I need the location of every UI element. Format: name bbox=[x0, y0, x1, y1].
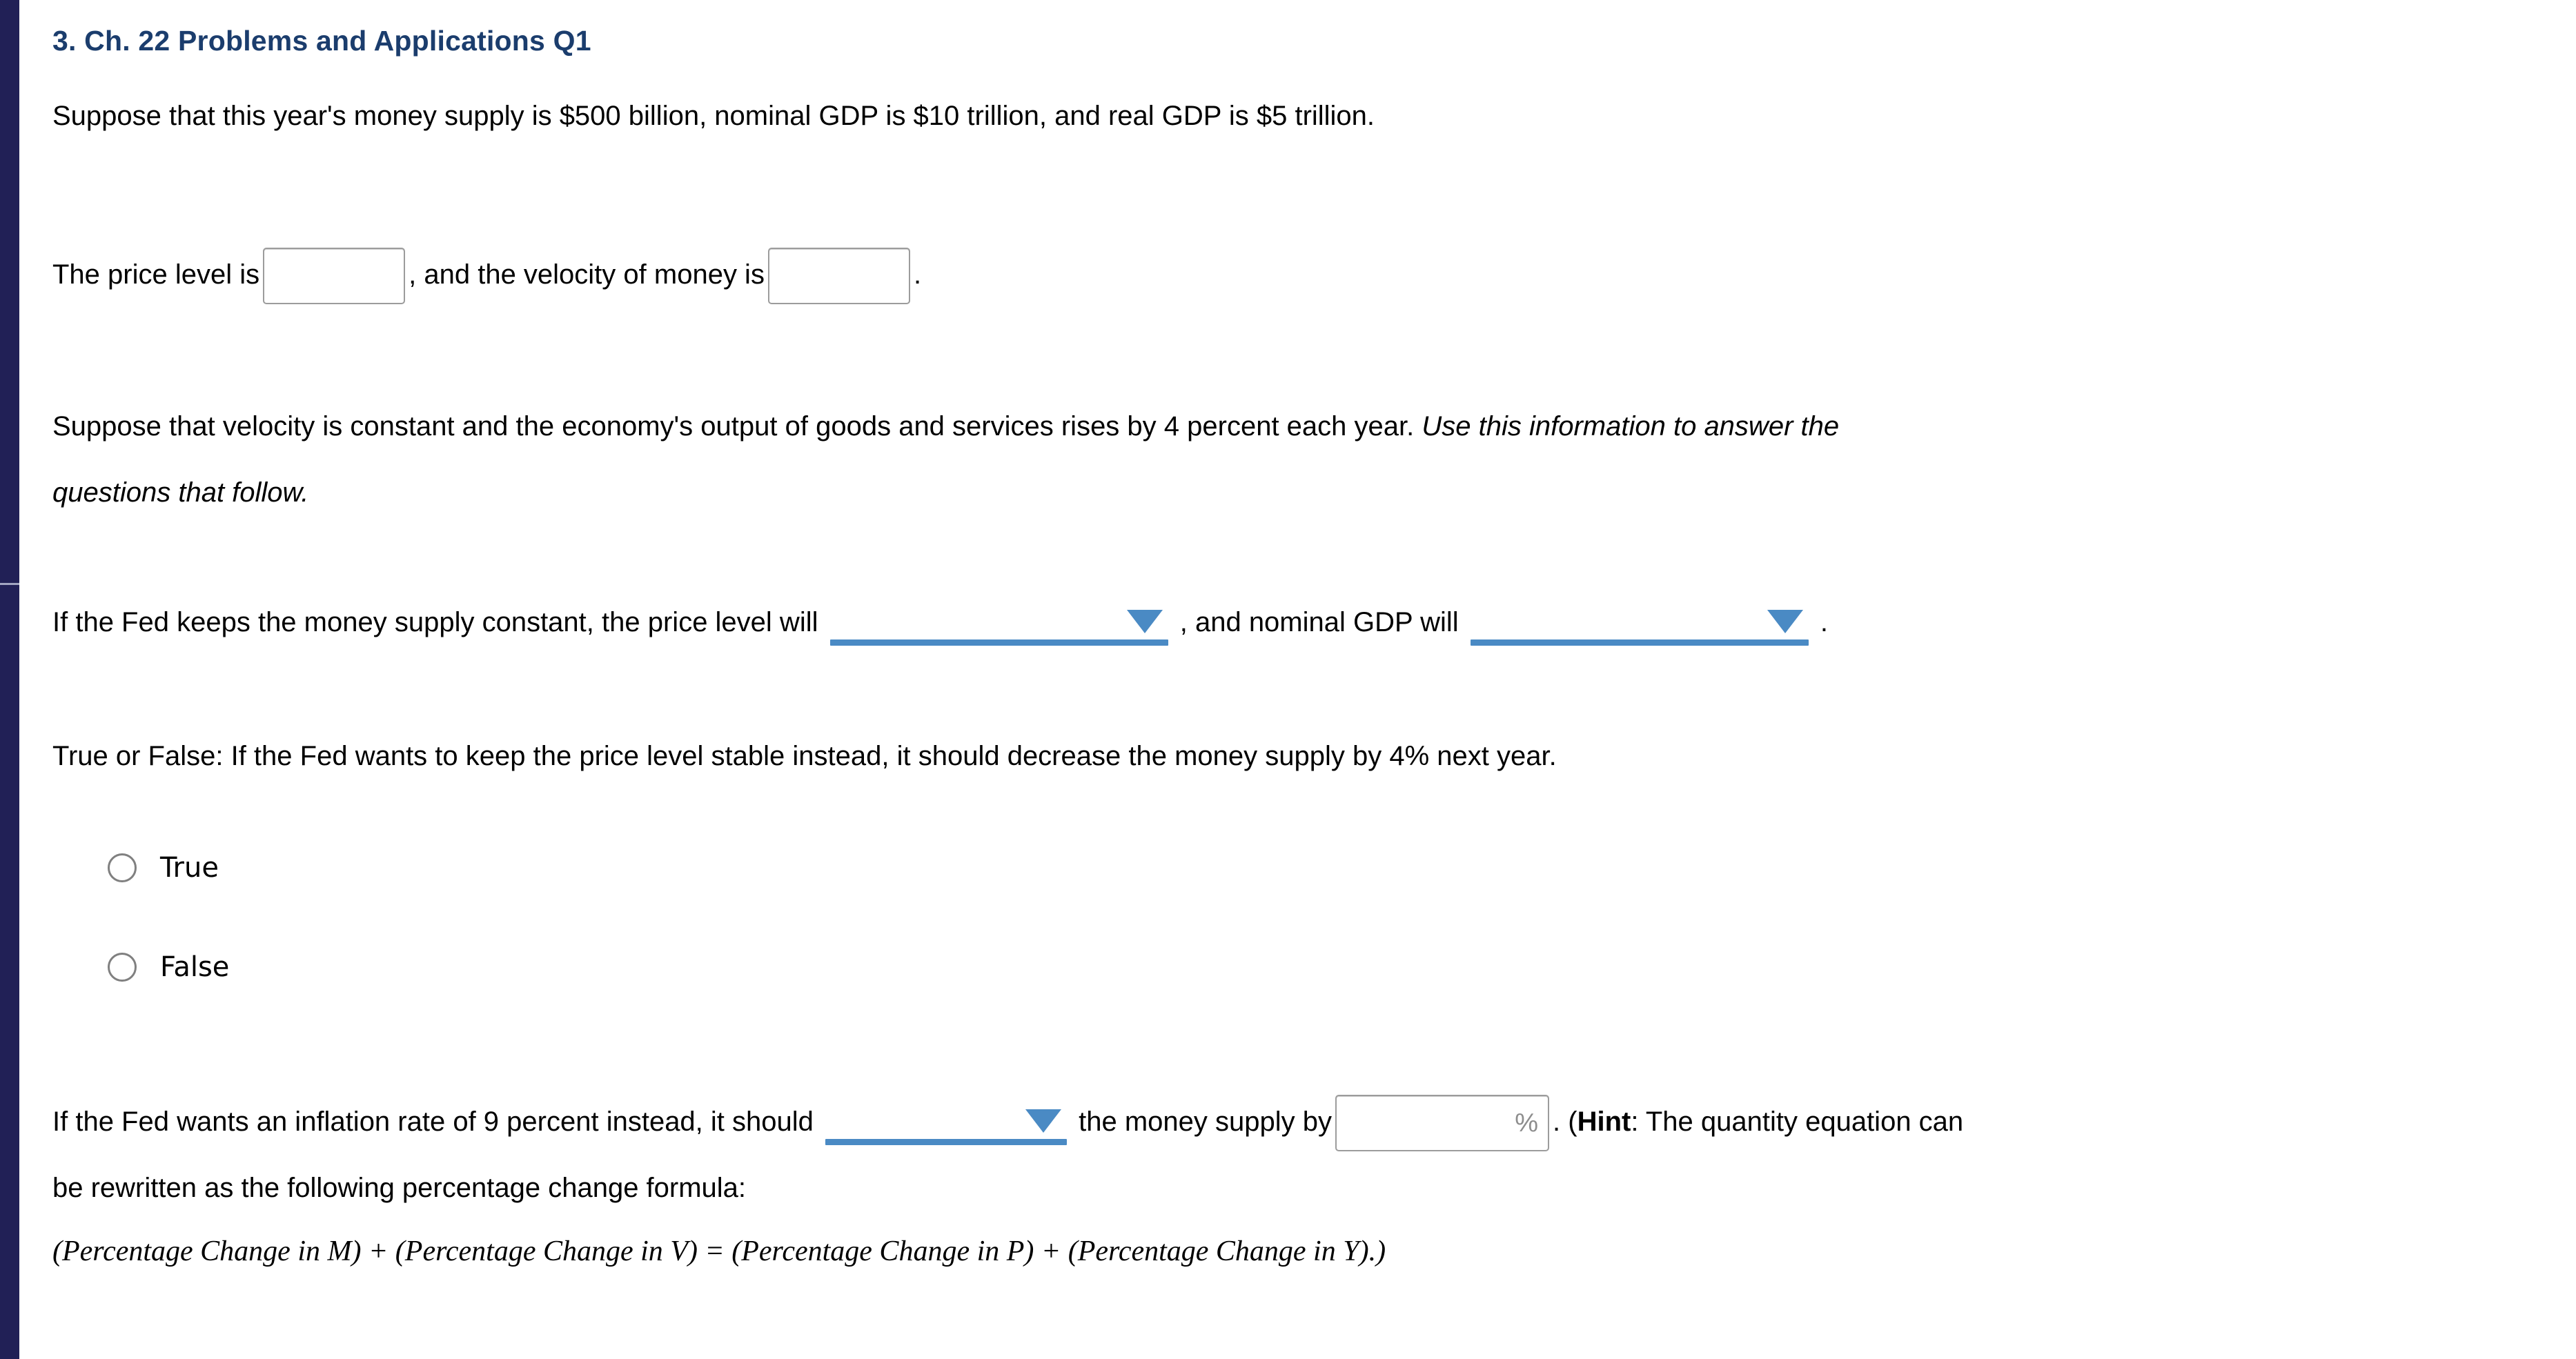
fed-constant-row: If the Fed keeps the money supply consta… bbox=[52, 589, 1828, 655]
price-level-label: The price level is bbox=[52, 259, 260, 290]
dropdown-underline bbox=[1470, 639, 1809, 646]
price-velocity-row: The price level is , and the velocity of … bbox=[52, 241, 921, 308]
nominal-gdp-label: , and nominal GDP will bbox=[1179, 607, 1459, 637]
velocity-label: , and the velocity of money is bbox=[409, 259, 765, 290]
radio-icon-false[interactable] bbox=[108, 953, 137, 982]
velocity-note-plain: Suppose that velocity is constant and th… bbox=[52, 411, 1415, 442]
price-level-dropdown[interactable] bbox=[829, 602, 1168, 646]
hint-open: . ( bbox=[1553, 1107, 1577, 1137]
inflation-label: If the Fed wants an inflation rate of 9 … bbox=[52, 1107, 814, 1137]
money-supply-by-label: the money supply by bbox=[1079, 1107, 1333, 1137]
chevron-down-icon bbox=[1126, 610, 1163, 634]
price-level-input[interactable] bbox=[263, 248, 406, 305]
inflation-row: If the Fed wants an inflation rate of 9 … bbox=[52, 1089, 1963, 1155]
percent-change-input[interactable]: % bbox=[1335, 1095, 1550, 1152]
fed-constant-label: If the Fed keeps the money supply consta… bbox=[52, 607, 818, 637]
true-false-prompt: True or False: If the Fed wants to keep … bbox=[52, 741, 1557, 771]
money-supply-action-dropdown[interactable] bbox=[825, 1101, 1068, 1146]
velocity-note-line2: questions that follow. bbox=[52, 477, 309, 508]
nominal-gdp-dropdown[interactable] bbox=[1470, 602, 1809, 646]
intro-paragraph: Suppose that this year's money supply is… bbox=[52, 101, 1375, 131]
hint-continuation: be rewritten as the following percentage… bbox=[52, 1173, 747, 1203]
percent-suffix: % bbox=[1515, 1109, 1539, 1138]
hint-label: Hint bbox=[1577, 1107, 1631, 1137]
chevron-down-icon bbox=[1025, 1109, 1062, 1133]
rail-divider bbox=[0, 583, 19, 585]
radio-option-false[interactable]: False bbox=[108, 942, 229, 992]
hint-text: : The quantity equation can bbox=[1631, 1107, 1964, 1137]
dropdown-underline bbox=[829, 639, 1168, 646]
radio-option-true[interactable]: True bbox=[108, 843, 229, 893]
left-navigation-rail bbox=[0, 0, 19, 1359]
fed-constant-period: . bbox=[1820, 607, 1828, 637]
chevron-down-icon bbox=[1767, 610, 1803, 634]
quantity-equation-formula: (Percentage Change in M) + (Percentage C… bbox=[52, 1236, 1386, 1267]
dropdown-underline bbox=[825, 1139, 1068, 1146]
velocity-input[interactable] bbox=[767, 248, 910, 305]
radio-label-true: True bbox=[160, 852, 219, 884]
true-false-options: True False bbox=[108, 843, 229, 992]
velocity-note-line1: Suppose that velocity is constant and th… bbox=[52, 393, 1839, 459]
page-title: 3. Ch. 22 Problems and Applications Q1 bbox=[52, 25, 591, 57]
velocity-note-italic-start: Use this information to answer the bbox=[1422, 411, 1840, 442]
rail-edge bbox=[19, 0, 21, 1359]
price-velocity-period: . bbox=[913, 259, 922, 290]
radio-label-false: False bbox=[160, 951, 230, 983]
question-content: 3. Ch. 22 Problems and Applications Q1 S… bbox=[21, 0, 2576, 1359]
radio-icon-true[interactable] bbox=[108, 853, 137, 882]
